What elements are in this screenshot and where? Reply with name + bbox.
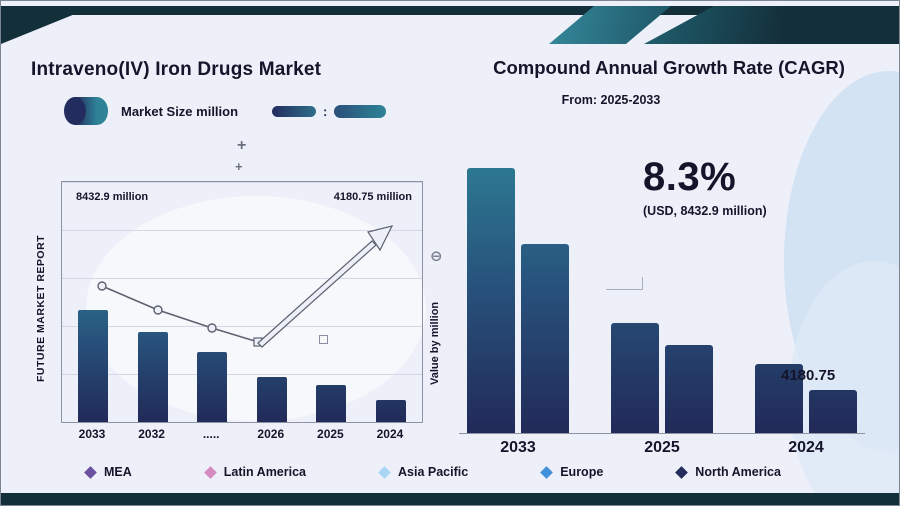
legend-pill-teal: [334, 104, 387, 118]
x-axis-line: [459, 433, 865, 434]
legend-pill-group: :: [272, 103, 387, 119]
left-chart-title: Intraveno(IV) Iron Drugs Market: [31, 59, 322, 80]
bar: [78, 310, 108, 422]
cagr-chart: 4180.75: [459, 149, 865, 434]
bar-group: [137, 332, 168, 422]
x-axis-label: 2025: [317, 427, 344, 441]
right-chart-x-labels: 2033 2025 2024: [459, 439, 865, 457]
legend-item-label: North America: [695, 465, 781, 479]
bar: [665, 345, 713, 433]
cagr-caption: (USD, 8432.9 million): [643, 204, 767, 218]
cagr-value: 8.3%: [643, 155, 737, 199]
bar-group: [78, 310, 108, 422]
plus-icon: +: [235, 159, 243, 174]
chart-annotation-end: 4180.75 million: [333, 191, 412, 203]
bar: [375, 400, 406, 422]
x-axis-label: 2024: [376, 427, 404, 441]
right-y-axis-label: Value by million: [429, 301, 441, 385]
bar: [316, 385, 347, 422]
bar: [137, 332, 168, 422]
legend-label: Market Size million: [121, 103, 239, 119]
bottom-accent-bar: [1, 493, 899, 505]
right-chart-bars: [459, 153, 865, 433]
step-line-decoration: [606, 277, 643, 290]
chart-annotation-start: 8432.9 million: [76, 191, 149, 203]
x-axis-label: 2025: [644, 439, 680, 456]
right-chart-title: Compound Annual Growth Rate (CAGR): [493, 57, 845, 78]
cagr-value-block: 8.3% (USD, 8432.9 million): [643, 155, 767, 218]
bar: [755, 364, 803, 433]
right-chart-header: Compound Annual Growth Rate (CAGR): [449, 57, 889, 79]
diamond-icon: [540, 465, 554, 479]
right-chart-subtitle: From: 2025-2033: [561, 93, 661, 107]
plus-icon: +: [237, 137, 247, 154]
x-axis-label: 2033: [500, 439, 536, 456]
bar: [809, 390, 857, 433]
left-chart-x-labels: 2033 2032..... 2026 2025 2024: [61, 427, 421, 441]
circle-minus-icon: ⊖: [430, 248, 443, 265]
legend-item: Asia Pacific: [378, 465, 469, 479]
x-axis-label: 2024: [788, 439, 824, 456]
x-axis-label: 2026: [257, 427, 285, 441]
corner-accent-wedge: [1, 14, 75, 44]
bar-group: [316, 385, 347, 422]
top-accent-bar: [1, 6, 899, 15]
diamond-icon: [203, 465, 217, 479]
legend-item-label: Latin America: [223, 465, 306, 479]
bar-group: [755, 364, 857, 433]
x-axis-label: 2032: [138, 427, 165, 441]
diamond-icon: [675, 465, 689, 479]
market-size-legend: Market Size million :: [63, 95, 387, 127]
legend-item-label: MEA: [104, 465, 132, 479]
bar-value-annotation: 4180.75: [781, 367, 836, 384]
legend-item: MEA: [84, 465, 132, 479]
legend-item-label: Asia Pacific: [398, 465, 469, 479]
diamond-icon: [378, 465, 391, 479]
market-size-chart: 8432.9 million 4180.75 million: [61, 181, 423, 423]
footer-legend: MEA Latin America Asia Pacific Europe North …: [84, 465, 781, 479]
legend-pill-dark: [272, 105, 317, 117]
trend-line-arrow: [97, 225, 394, 348]
x-axis-label: 2033: [78, 427, 106, 441]
bar: [467, 168, 515, 433]
square-marker-icon: [319, 335, 328, 344]
bar-group: [467, 168, 569, 433]
bar: [521, 244, 569, 433]
bar: [197, 352, 228, 422]
legend-item: Latin America: [203, 465, 306, 479]
legend-item: Europe: [540, 465, 604, 479]
database-cylinder-icon: [64, 97, 108, 125]
legend-item-label: Europe: [560, 465, 604, 479]
bar-group: [256, 377, 287, 422]
bar-group: [375, 400, 406, 422]
bar: [256, 377, 287, 422]
x-axis-label: .....: [202, 427, 220, 441]
bar-group: [197, 352, 228, 422]
bar: [611, 323, 659, 433]
bar-group: [611, 323, 713, 433]
left-chart-bars: [62, 184, 422, 422]
legend-pill-separator: :: [323, 103, 328, 119]
left-y-axis-label: FUTURE MARKET REPORT: [35, 234, 47, 383]
diamond-icon: [84, 465, 97, 479]
legend-item: North America: [675, 465, 781, 479]
